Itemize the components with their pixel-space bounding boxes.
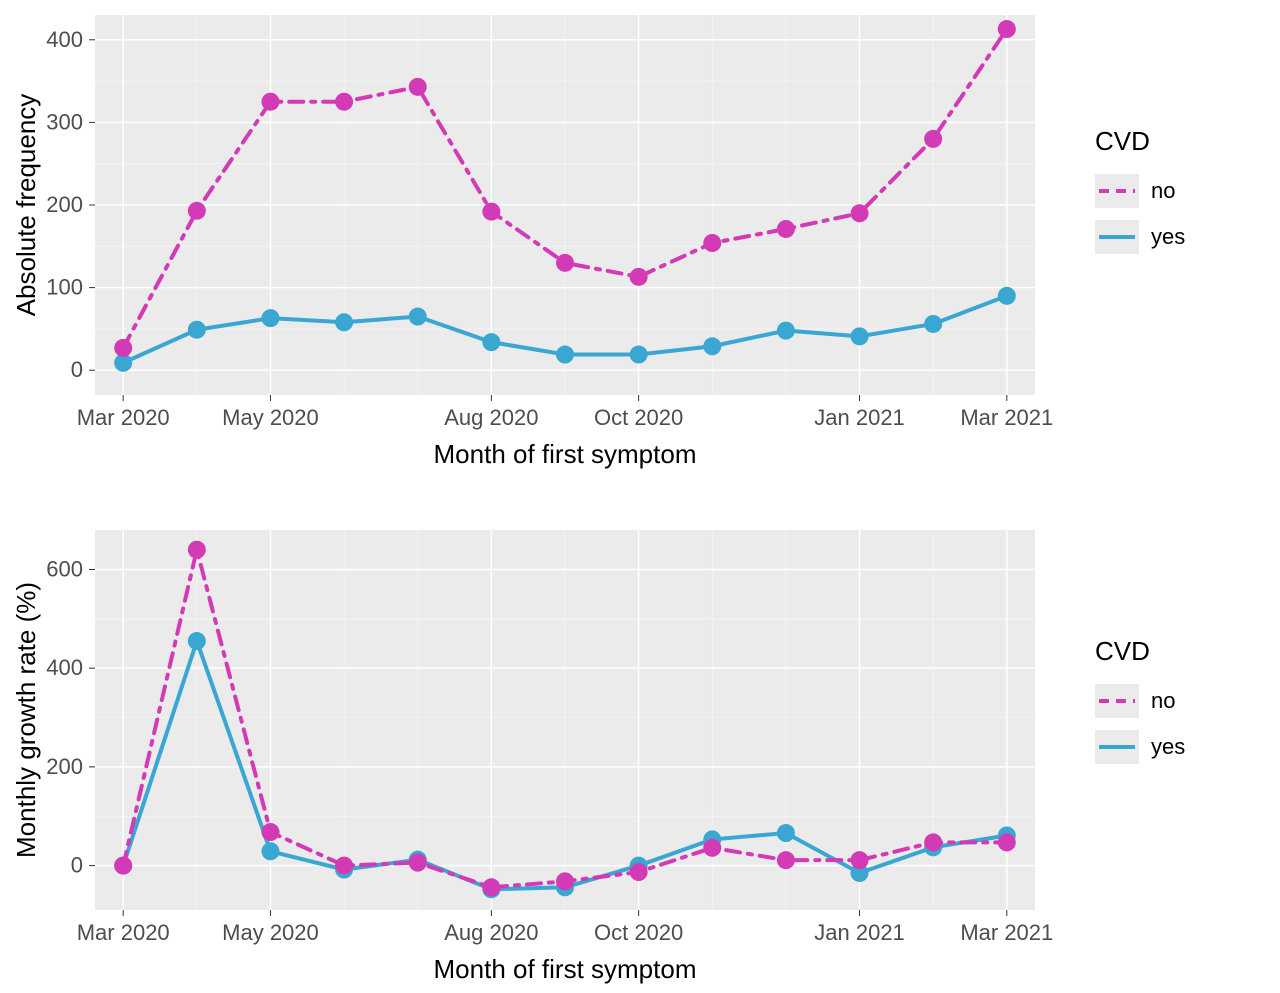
y-tick-label: 400	[46, 655, 83, 680]
x-axis-title: Month of first symptom	[434, 954, 697, 984]
series-marker-no	[556, 872, 574, 890]
x-tick-label: Mar 2021	[960, 920, 1053, 945]
y-tick-label: 0	[71, 853, 83, 878]
x-tick-label: May 2020	[222, 920, 319, 945]
x-tick-label: Aug 2020	[444, 920, 538, 945]
series-marker-no	[114, 857, 132, 875]
series-marker-no	[703, 839, 721, 857]
series-marker-no	[998, 833, 1016, 851]
legend-label: no	[1151, 688, 1175, 713]
series-marker-yes	[188, 632, 206, 650]
y-tick-label: 200	[46, 754, 83, 779]
legend-label: yes	[1151, 734, 1185, 759]
x-tick-label: Jan 2021	[814, 920, 905, 945]
series-marker-no	[851, 851, 869, 869]
series-marker-no	[482, 878, 500, 896]
series-marker-no	[924, 833, 942, 851]
series-marker-no	[335, 857, 353, 875]
chart-stage: 0100200300400Mar 2020May 2020Aug 2020Oct…	[0, 0, 1280, 993]
series-marker-no	[188, 541, 206, 559]
legend-title: CVD	[1095, 636, 1150, 666]
series-marker-yes	[777, 824, 795, 842]
y-tick-label: 600	[46, 556, 83, 581]
series-marker-no	[630, 863, 648, 881]
x-tick-label: Oct 2020	[594, 920, 683, 945]
x-tick-label: Mar 2020	[77, 920, 170, 945]
series-marker-no	[261, 823, 279, 841]
series-marker-no	[409, 854, 427, 872]
series-marker-yes	[261, 842, 279, 860]
legend-bottom: CVDno yes	[1095, 636, 1185, 764]
chart-bottom: 0 200 400 600 Mar 2020 May 2020 Aug 2020 Oct 20…	[0, 0, 1280, 993]
series-marker-no	[777, 851, 795, 869]
y-axis-title: Monthly growth rate (%)	[11, 582, 41, 858]
